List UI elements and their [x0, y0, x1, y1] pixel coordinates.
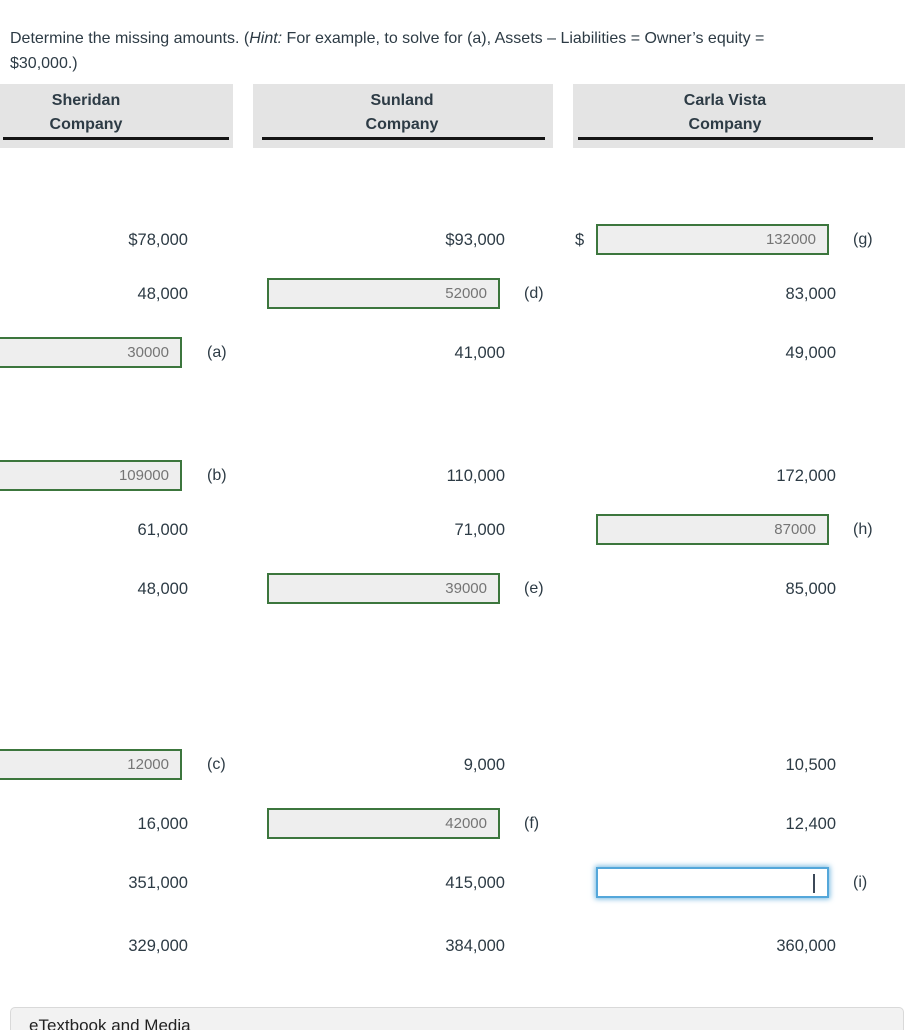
answer-label-h: (h)	[853, 521, 873, 538]
answer-input-c[interactable]	[0, 749, 182, 780]
sunland-amount: 41,000	[454, 344, 505, 362]
header-underline-sheridan	[3, 137, 229, 140]
carla-amount: 49,000	[785, 344, 836, 362]
answer-label-i: (i)	[853, 874, 868, 891]
table-row: 329,000 384,000 360,000	[0, 930, 914, 962]
table-row: 16,000 (f) 12,400	[0, 808, 914, 840]
sheridan-amount: 351,000	[128, 874, 188, 892]
table-row: (a) 41,000 49,000	[0, 337, 914, 369]
carla-amount: 12,400	[785, 815, 836, 833]
etextbook-media-section[interactable]: eTextbook and Media	[10, 1007, 904, 1030]
carla-amount: 85,000	[785, 580, 836, 598]
answer-input-b[interactable]	[0, 460, 182, 491]
table-row: 48,000 (d) 83,000	[0, 278, 914, 310]
column-header-sheridan: Sheridan Company	[6, 89, 166, 137]
header-underline-sunland	[262, 137, 545, 140]
sunland-amount: 415,000	[445, 874, 505, 892]
column-header-line1: Carla Vista	[683, 92, 767, 109]
column-header-sunland: Sunland Company	[302, 89, 502, 137]
sheridan-amount: $78,000	[128, 231, 188, 249]
answer-label-f: (f)	[524, 815, 540, 832]
sunland-amount: 384,000	[445, 937, 505, 955]
sheridan-amount: 329,000	[128, 937, 188, 955]
sunland-amount: 71,000	[454, 521, 505, 539]
sunland-amount: $93,000	[445, 231, 505, 249]
table-row: (c) 9,000 10,500	[0, 749, 914, 781]
table-row: $78,000 $93,000 $ (g)	[0, 224, 914, 256]
answer-label-b: (b)	[207, 467, 227, 484]
answer-label-d: (d)	[524, 285, 544, 302]
carla-amount: 172,000	[776, 467, 836, 485]
instruction-line2: $30,000.)	[10, 55, 78, 72]
text-cursor	[813, 874, 815, 893]
column-header-line2: Company	[688, 116, 762, 133]
sunland-amount: 9,000	[463, 756, 505, 774]
header-underline-carla-vista	[578, 137, 873, 140]
answer-label-e: (e)	[524, 580, 544, 597]
answer-input-h[interactable]	[596, 514, 829, 545]
sheridan-amount: 61,000	[137, 521, 188, 539]
table-row: 61,000 71,000 (h)	[0, 514, 914, 546]
sheridan-amount: 48,000	[137, 285, 188, 303]
answer-input-e[interactable]	[267, 573, 500, 604]
column-header-line2: Company	[49, 116, 123, 133]
column-header-line1: Sheridan	[51, 92, 121, 109]
instruction-prefix: Determine the missing amounts. (	[10, 30, 250, 47]
instruction-hint-label: Hint:	[249, 30, 283, 47]
sunland-amount: 110,000	[446, 467, 505, 485]
answer-input-f[interactable]	[267, 808, 500, 839]
etextbook-media-label: eTextbook and Media	[29, 1016, 191, 1030]
carla-amount: 83,000	[785, 285, 836, 303]
sheridan-amount: 16,000	[137, 815, 188, 833]
column-header-carla-vista: Carla Vista Company	[625, 89, 825, 137]
answer-label-c: (c)	[207, 756, 226, 773]
answer-input-g[interactable]	[596, 224, 829, 255]
table-row: (b) 110,000 172,000	[0, 460, 914, 492]
column-header-line1: Sunland	[370, 92, 434, 109]
answer-input-i[interactable]	[596, 867, 829, 898]
column-header-line2: Company	[365, 116, 439, 133]
carla-amount: 10,500	[785, 756, 836, 774]
table-row: 48,000 (e) 85,000	[0, 573, 914, 605]
currency-symbol: $	[575, 231, 585, 249]
instruction-body: For example, to solve for (a), Assets – …	[282, 30, 765, 47]
instruction-text: Determine the missing amounts. (Hint: Fo…	[10, 26, 870, 76]
answer-input-d[interactable]	[267, 278, 500, 309]
answer-input-a[interactable]	[0, 337, 182, 368]
answer-label-g: (g)	[853, 231, 873, 248]
table-row: 351,000 415,000 (i)	[0, 867, 914, 899]
answer-label-a: (a)	[207, 344, 227, 361]
carla-amount: 360,000	[776, 937, 836, 955]
sheridan-amount: 48,000	[137, 580, 188, 598]
